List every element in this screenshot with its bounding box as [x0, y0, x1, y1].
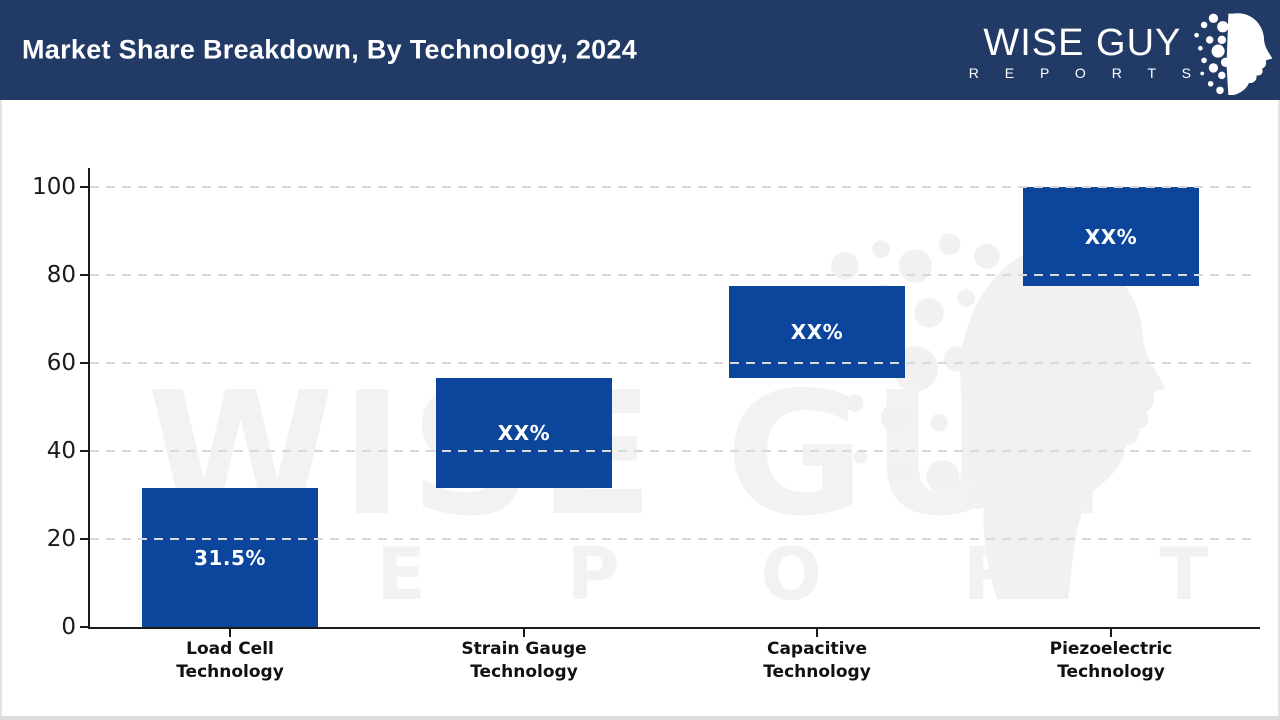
watermark-head-icon [831, 233, 1166, 600]
bar-2 [436, 378, 612, 489]
y-tick-label: 0 [61, 614, 76, 640]
y-tick-label: 20 [46, 526, 76, 552]
gridline [90, 186, 1258, 188]
watermark-subtitle: R E P O R T S [180, 532, 1280, 616]
bar-value-label: 31.5% [194, 545, 266, 570]
header-bar: Market Share Breakdown, By Technology, 2… [0, 0, 1280, 100]
gridline [90, 362, 1258, 364]
x-tick-mark [523, 629, 525, 637]
y-tick-label: 60 [46, 350, 76, 376]
wise-guy-logo: WISE GUY R E P O R T S [963, 8, 1280, 96]
y-axis-line [88, 168, 90, 629]
bar-value-label: XX% [497, 421, 551, 446]
logo-head-icon [1194, 13, 1273, 95]
logo-text: WISE GUY R E P O R T S [963, 24, 1202, 81]
x-tick-mark [229, 629, 231, 637]
x-category-label: Load Cell Technology [176, 639, 284, 682]
x-category-label: Strain Gauge Technology [461, 639, 587, 682]
bottom-border [0, 716, 1280, 720]
bar-1 [142, 488, 318, 627]
y-tick-mark [80, 450, 88, 452]
y-tick-mark [80, 538, 88, 540]
y-tick-mark [80, 274, 88, 276]
y-tick-mark [80, 186, 88, 188]
x-category-label: Piezoelectric Technology [1049, 639, 1173, 682]
gridline [90, 274, 1258, 276]
y-tick-mark [80, 626, 88, 628]
chart-title: Market Share Breakdown, By Technology, 2… [22, 34, 638, 65]
x-tick-mark [816, 629, 818, 637]
y-tick-label: 100 [32, 174, 76, 200]
logo-subtitle: R E P O R T S [968, 64, 1202, 81]
y-tick-mark [80, 362, 88, 364]
x-tick-mark [1110, 629, 1112, 637]
logo-wordmark: WISE GUY [983, 21, 1182, 64]
bar-4 [1023, 187, 1199, 286]
x-category-label: Capacitive Technology [763, 639, 871, 682]
gridline [90, 450, 1258, 452]
y-tick-label: 40 [46, 438, 76, 464]
bar-value-label: XX% [790, 320, 844, 345]
bar-value-label: XX% [1084, 224, 1138, 249]
x-axis-line [88, 627, 1260, 629]
y-tick-label: 80 [46, 262, 76, 288]
gridline [90, 538, 1258, 540]
